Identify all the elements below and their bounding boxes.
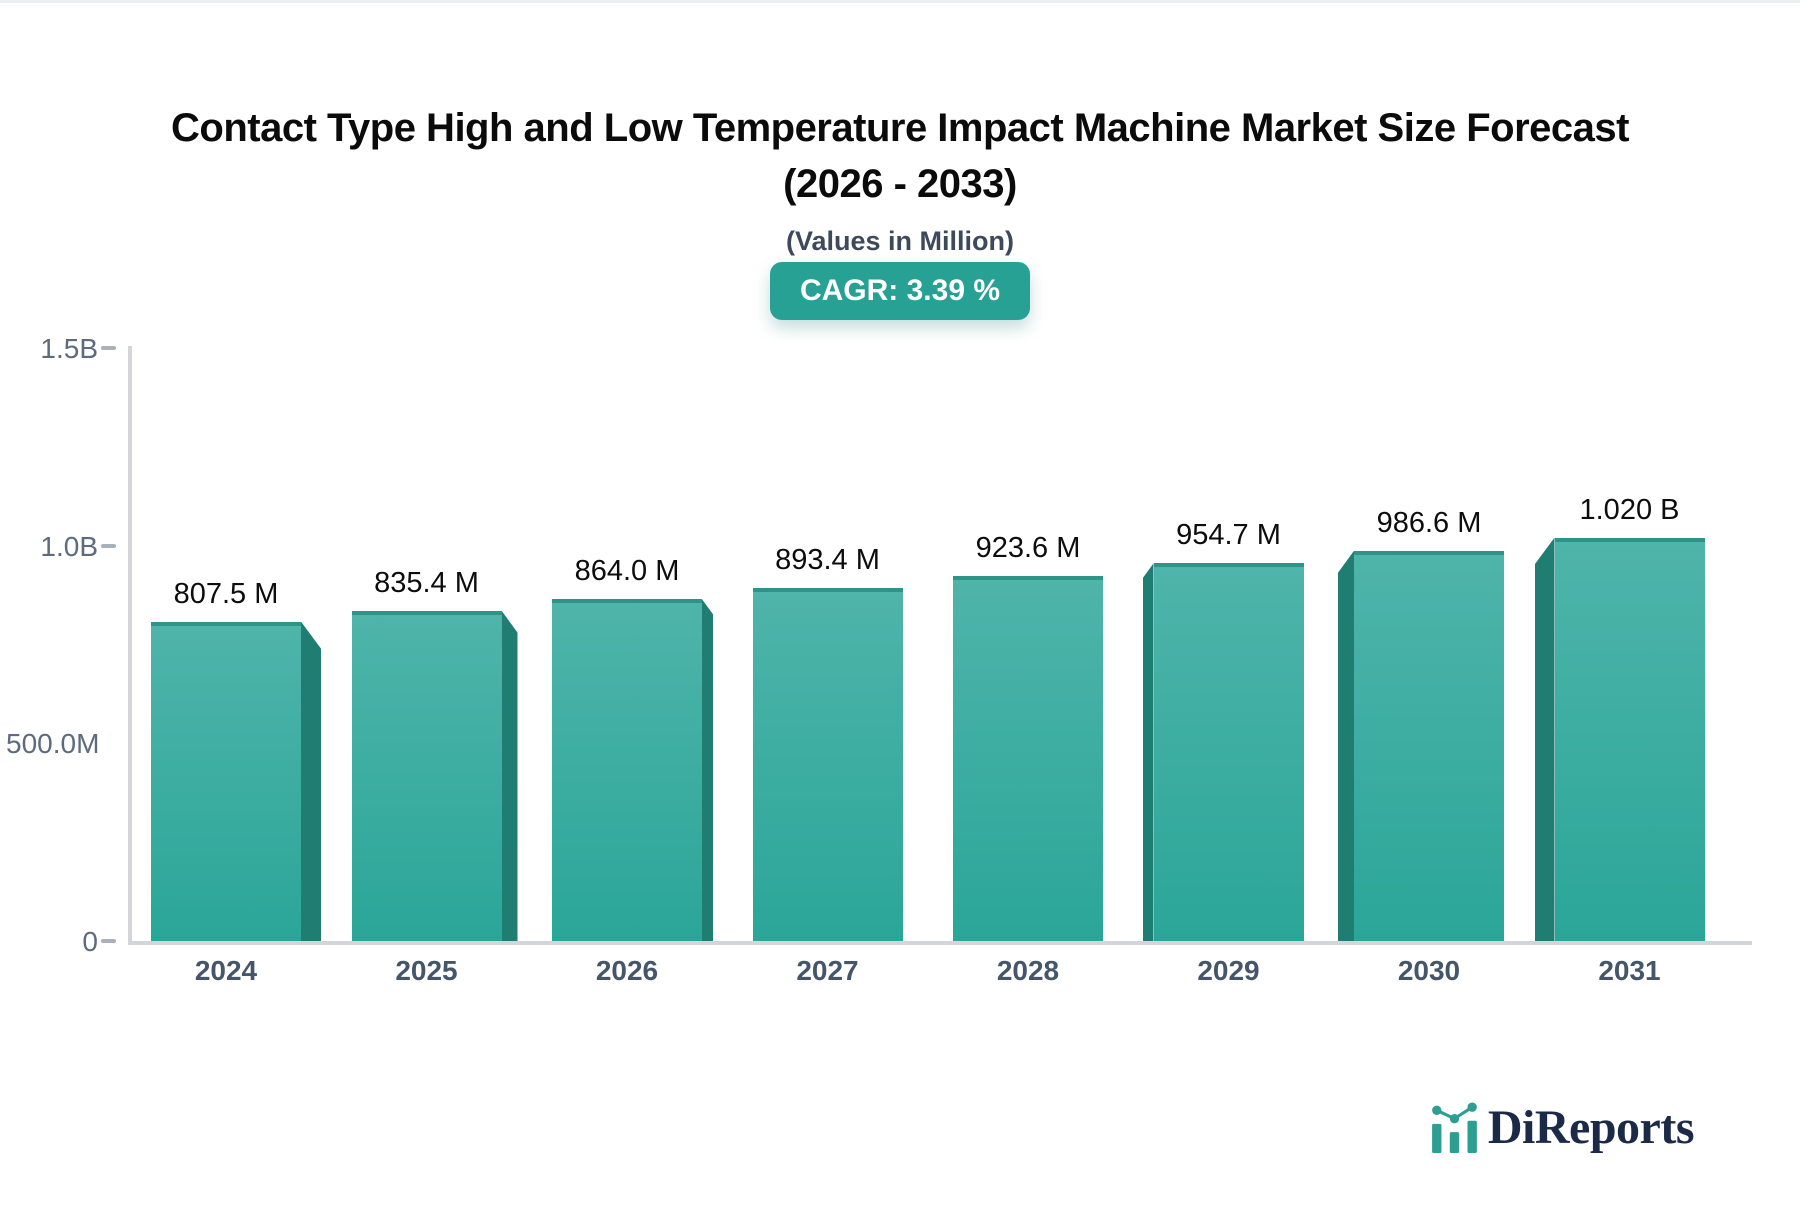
bar-value-label-2030: 986.6 M bbox=[1376, 506, 1482, 539]
bar-side-panel-2029 bbox=[1142, 563, 1154, 941]
bar-side-panel-2031 bbox=[1534, 537, 1555, 941]
bar-value-label-2028: 923.6 M bbox=[975, 531, 1081, 564]
bar-side-panel-2025 bbox=[501, 610, 518, 941]
window-top-border bbox=[0, 0, 1800, 3]
bar-2026[interactable] bbox=[552, 599, 702, 941]
bar-value-label-2027: 893.4 M bbox=[775, 543, 880, 576]
chart-title-line2: (2026 - 2033) bbox=[783, 162, 1017, 206]
cagr-badge: CAGR: 3.39 % bbox=[769, 262, 1031, 320]
y-tick-mark-1.0B bbox=[101, 543, 116, 548]
x-axis-line bbox=[128, 941, 1752, 945]
x-label-2027: 2027 bbox=[796, 955, 859, 986]
bar-2024[interactable] bbox=[151, 621, 301, 941]
bar-side-panel-2024 bbox=[301, 621, 321, 941]
x-label-2031: 2031 bbox=[1598, 955, 1661, 986]
y-tick-label-1.0B: 1.0B bbox=[40, 530, 98, 562]
y-tick-label-0: 0 bbox=[82, 926, 98, 957]
x-label-2025: 2025 bbox=[395, 955, 458, 986]
y-tick-mark-1.5B bbox=[101, 345, 116, 350]
bar-value-label-2029: 954.7 M bbox=[1176, 519, 1281, 552]
x-label-2028: 2028 bbox=[996, 955, 1060, 986]
y-tick-label-1.5B: 1.5B bbox=[40, 332, 98, 364]
bar-2030[interactable] bbox=[1354, 550, 1504, 941]
bar-side-panel-2026 bbox=[702, 599, 713, 941]
chart-subtitle: (Values in Million) bbox=[785, 226, 1015, 256]
bar-2025[interactable] bbox=[351, 610, 502, 941]
bar-value-label-2026: 864.0 M bbox=[574, 555, 680, 588]
chart-title-line1: Contact Type High and Low Temperature Im… bbox=[171, 106, 1629, 150]
x-label-2030: 2030 bbox=[1397, 955, 1461, 986]
chart-title: Contact Type High and Low Temperature Im… bbox=[0, 100, 1800, 212]
x-label-2029: 2029 bbox=[1197, 955, 1260, 986]
y-tick-label-500.0M: 500.0M bbox=[6, 728, 100, 760]
direports-logo-icon bbox=[1430, 1100, 1480, 1156]
y-axis-line bbox=[128, 346, 132, 945]
bar-2031[interactable] bbox=[1554, 537, 1705, 941]
direports-logo-text: DiReports bbox=[1487, 1101, 1695, 1154]
x-label-2026: 2026 bbox=[595, 955, 659, 986]
bar-2029[interactable] bbox=[1153, 563, 1304, 941]
y-tick-mark-0 bbox=[101, 939, 116, 943]
bar-side-panel-2030 bbox=[1338, 550, 1354, 941]
bar-2028[interactable] bbox=[953, 575, 1103, 941]
cagr-badge-wrap: CAGR: 3.39 % bbox=[0, 262, 1800, 320]
x-label-2024: 2024 bbox=[194, 955, 258, 986]
bar-value-label-2025: 835.4 M bbox=[374, 566, 479, 599]
direports-logo[interactable]: DiReports bbox=[1430, 1092, 1695, 1156]
bar-value-label-2031: 1.020 B bbox=[1579, 493, 1680, 526]
bar-2027[interactable] bbox=[752, 587, 903, 941]
bar-value-label-2024: 807.5 M bbox=[173, 577, 279, 610]
